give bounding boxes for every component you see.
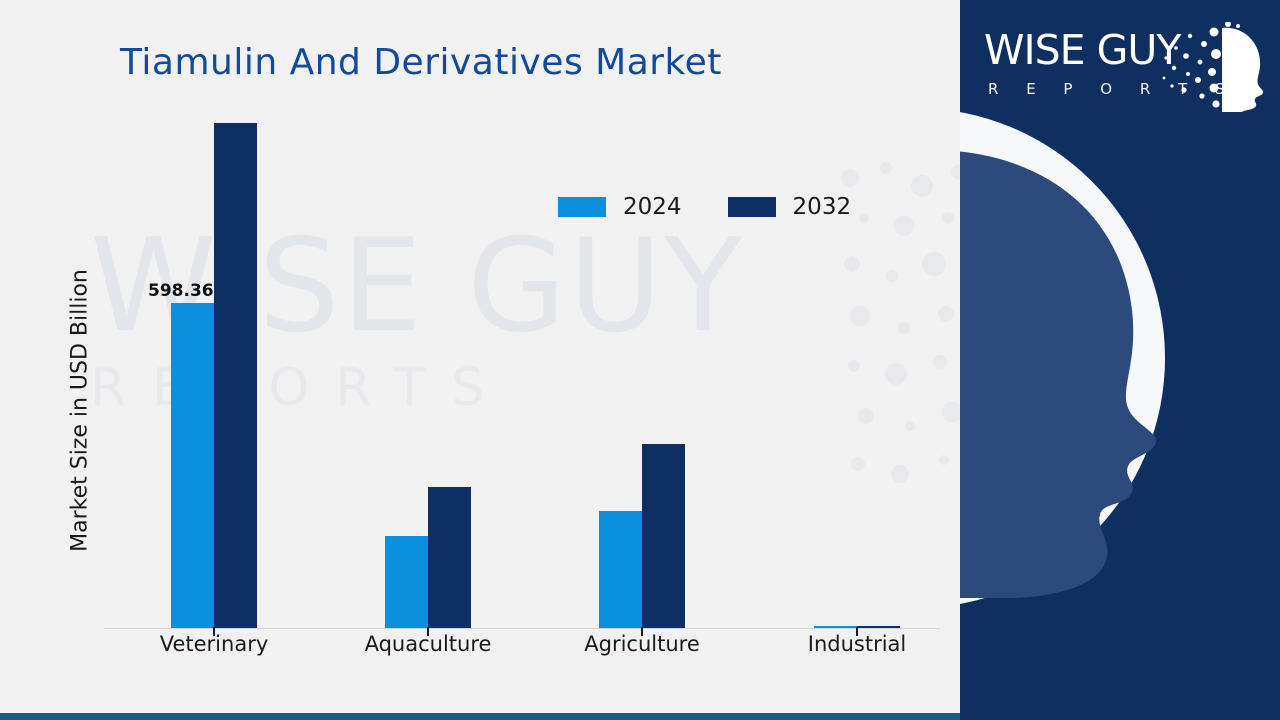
bar-agriculture-2024[interactable] [599,511,642,628]
chart-legend: 2024 2032 [558,194,851,220]
plot-area: 598.36 Veterinary Aquaculture Agriculture In… [104,123,940,656]
watermark-dots-icon [841,162,960,483]
bar-veterinary-2024[interactable] [171,303,214,628]
bar-aquaculture-2032[interactable] [428,487,471,628]
x-axis-label-industrial: Industrial [807,632,907,656]
x-axis-label-veterinary: Veterinary [159,632,269,656]
brand-panel: WISE GUY R E P O R T S [960,0,1280,713]
legend-swatch-2032 [727,197,776,217]
x-axis-tick-aquaculture [427,627,429,636]
bar-industrial-2024[interactable] [814,626,857,628]
legend-item-2032[interactable]: 2032 [727,194,852,220]
brand-logo-reports-text: R E P O R T S [988,80,1236,98]
bar-agriculture-2032[interactable] [642,444,685,628]
bar-aquaculture-2024[interactable] [385,536,428,628]
x-axis-line [104,628,940,629]
head-silhouette-icon [960,151,1157,598]
legend-swatch-2024 [558,197,606,217]
x-axis-tick-veterinary [213,627,215,636]
x-axis-tick-industrial [856,627,858,636]
x-axis-label-aquaculture: Aquaculture [364,632,492,656]
bar-veterinary-2032[interactable] [214,123,257,628]
bar-value-label-veterinary-2024: 598.36 [148,281,214,301]
chart-panel: WISE GUY REPORTS Tiamulin And Derivative… [67,42,960,656]
brand-logo: WISE GUY R E P O R T S [984,22,1264,114]
legend-label-2032: 2032 [792,194,852,220]
legend-label-2024: 2024 [623,194,682,220]
legend-item-2024[interactable]: 2024 [558,194,682,220]
brand-logo-wise-text: WISE GUY [984,26,1181,74]
x-axis-tick-agriculture [641,627,643,636]
bar-industrial-2032[interactable] [857,626,900,628]
x-axis-label-agriculture: Agriculture [584,632,700,656]
brand-logo-face-icon [1162,22,1264,113]
chart-title: Tiamulin And Derivatives Market [120,42,722,83]
brand-bottom-fill [960,713,1280,720]
bottom-accent-bar [0,713,960,720]
